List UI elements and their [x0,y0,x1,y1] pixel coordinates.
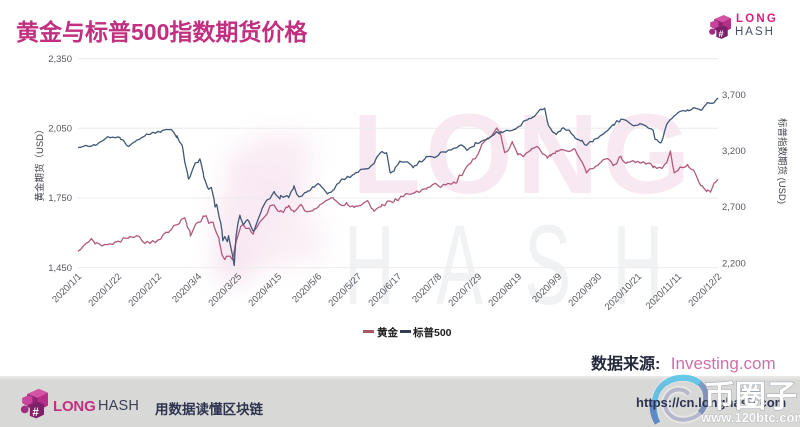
svg-text:3,700: 3,700 [722,90,746,101]
svg-text:1,450: 1,450 [48,263,72,274]
svg-text:2,700: 2,700 [722,202,746,213]
svg-text:2,200: 2,200 [722,258,746,269]
svg-text:黄金期货（USD）: 黄金期货（USD） [34,124,46,201]
svg-text:3,200: 3,200 [722,146,746,157]
svg-text:HASH: HASH [344,202,705,328]
svg-text:标普指数期货 (USD): 标普指数期货 (USD) [776,118,788,204]
svg-text:2020/1/22: 2020/1/22 [86,271,124,309]
svg-text:2020/1/1: 2020/1/1 [50,271,84,305]
svg-text:2020/3/4: 2020/3/4 [170,271,204,305]
svg-text:2,350: 2,350 [48,54,72,65]
svg-text:1,750: 1,750 [48,193,72,204]
svg-text:2020/5/6: 2020/5/6 [290,271,324,305]
svg-text:币圈子: 币圈子 [704,379,797,414]
svg-text:2,050: 2,050 [48,124,72,135]
svg-text:2020/4/15: 2020/4/15 [246,271,284,309]
svg-text:2020/2/12: 2020/2/12 [126,271,164,309]
svg-text:www.120btc.com: www.120btc.com [700,410,800,425]
